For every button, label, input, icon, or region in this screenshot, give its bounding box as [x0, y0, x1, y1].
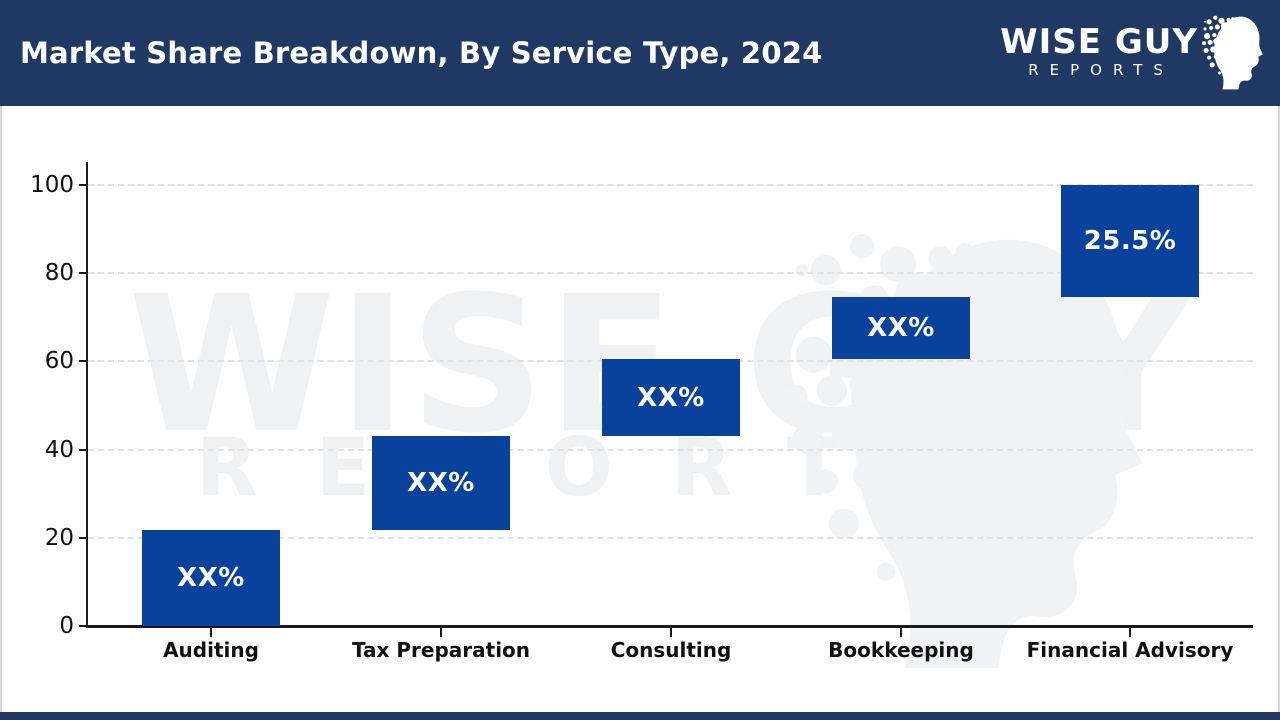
y-axis-tick-label: 0: [59, 613, 74, 639]
logo-reports-text: REPORTS: [1028, 61, 1174, 80]
gridline-20: [88, 536, 1253, 539]
gridline-100: [88, 184, 1253, 186]
x-axis-category-label: Bookkeeping: [828, 638, 974, 662]
y-axis-tick: [79, 625, 88, 627]
x-axis-tick: [670, 628, 672, 637]
x-axis-tick: [210, 628, 212, 637]
x-axis-line: [86, 625, 1253, 628]
y-axis-tick-label: 40: [44, 436, 74, 463]
bar-tax-preparation: XX%: [372, 436, 510, 530]
page-right-border: [1278, 106, 1280, 712]
chart-title: Market Share Breakdown, By Service Type,…: [20, 36, 823, 70]
header-bar: Market Share Breakdown, By Service Type,…: [0, 0, 1280, 106]
watermark-reports-text: REPORTS: [196, 421, 1016, 514]
x-axis-category-label: Tax Preparation: [351, 638, 531, 662]
logo-text: WISE GUY REPORTS: [1000, 21, 1198, 80]
gridline-40: [88, 448, 1253, 451]
y-axis-tick-label: 20: [44, 524, 74, 551]
x-axis-category-label: Financial Advisory: [1026, 638, 1234, 662]
bar-bookkeeping: XX%: [832, 297, 970, 360]
logo-wordmark: WISE GUY: [1000, 21, 1198, 62]
bar-consulting: XX%: [602, 359, 740, 437]
y-axis-tick-label: 60: [44, 348, 74, 375]
bar-value-label: 25.5%: [1083, 226, 1177, 257]
bar-financial-advisory: 25.5%: [1061, 185, 1199, 298]
page-left-border: [0, 106, 2, 712]
y-axis-line: [86, 162, 88, 628]
y-axis-tick: [79, 536, 88, 539]
bar-value-label: XX%: [637, 382, 705, 413]
y-axis-tick: [79, 448, 88, 451]
footer-bar: [0, 712, 1280, 720]
y-axis-tick: [79, 272, 88, 275]
bar-value-label: XX%: [177, 562, 245, 593]
bar-value-label: XX%: [407, 468, 475, 499]
x-axis-tick: [1129, 628, 1131, 637]
gridline-80: [88, 272, 1253, 275]
x-axis-tick: [440, 628, 442, 637]
bar-auditing: XX%: [142, 529, 280, 626]
y-axis-tick-label: 100: [30, 172, 74, 198]
y-axis-tick-label: 80: [44, 260, 74, 287]
x-axis-category-label: Consulting: [610, 638, 732, 662]
y-axis-tick: [79, 360, 88, 363]
logo-face-dots-icon: [1202, 15, 1263, 90]
wise-guy-reports-logo: WISE GUY REPORTS: [1000, 4, 1266, 100]
x-axis-category-label: Auditing: [163, 638, 259, 662]
bar-value-label: XX%: [867, 313, 935, 344]
y-axis-tick: [79, 184, 88, 186]
x-axis-tick: [900, 628, 902, 637]
